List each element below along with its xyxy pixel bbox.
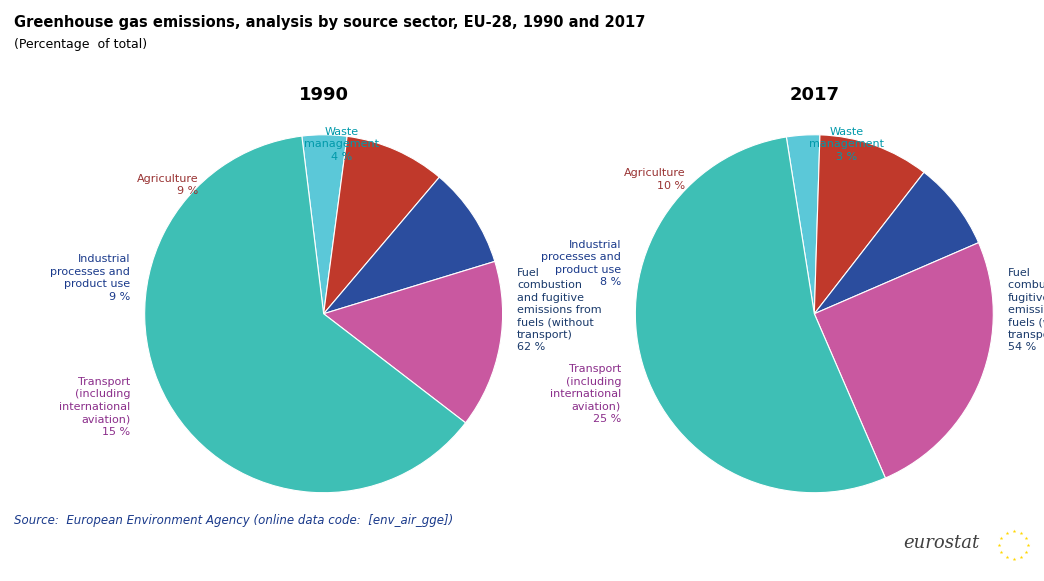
Text: Waste
management
4 %: Waste management 4 % (304, 127, 379, 162)
Text: Fuel
combustion and
fugitive
emissions from
fuels (without
transport)
54 %: Fuel combustion and fugitive emissions f… (1007, 268, 1044, 352)
Text: Agriculture
10 %: Agriculture 10 % (624, 168, 686, 191)
Text: Waste
management
3 %: Waste management 3 % (809, 127, 884, 162)
Title: 2017: 2017 (789, 86, 839, 104)
Text: Transport
(including
international
aviation)
25 %: Transport (including international aviat… (550, 364, 621, 424)
Title: 1990: 1990 (299, 86, 349, 104)
Wedge shape (324, 137, 440, 314)
Text: Transport
(including
international
aviation)
15 %: Transport (including international aviat… (60, 377, 130, 436)
Text: Industrial
processes and
product use
8 %: Industrial processes and product use 8 % (541, 240, 621, 287)
Wedge shape (324, 177, 495, 314)
Wedge shape (814, 243, 993, 478)
Wedge shape (145, 136, 466, 493)
Wedge shape (324, 261, 502, 423)
Wedge shape (636, 137, 885, 493)
Wedge shape (302, 135, 348, 314)
Text: Source:  European Environment Agency (online data code:  [env_air_gge]): Source: European Environment Agency (onl… (14, 514, 453, 527)
Text: Fuel
combustion
and fugitive
emissions from
fuels (without
transport)
62 %: Fuel combustion and fugitive emissions f… (517, 268, 601, 352)
Text: Industrial
processes and
product use
9 %: Industrial processes and product use 9 % (50, 254, 130, 302)
Wedge shape (814, 135, 924, 314)
Text: (Percentage  of total): (Percentage of total) (14, 38, 147, 51)
Text: eurostat: eurostat (903, 535, 979, 552)
Wedge shape (786, 135, 820, 314)
Text: Greenhouse gas emissions, analysis by source sector, EU-28, 1990 and 2017: Greenhouse gas emissions, analysis by so… (14, 15, 645, 30)
Wedge shape (814, 173, 978, 314)
Text: Agriculture
9 %: Agriculture 9 % (137, 174, 198, 196)
